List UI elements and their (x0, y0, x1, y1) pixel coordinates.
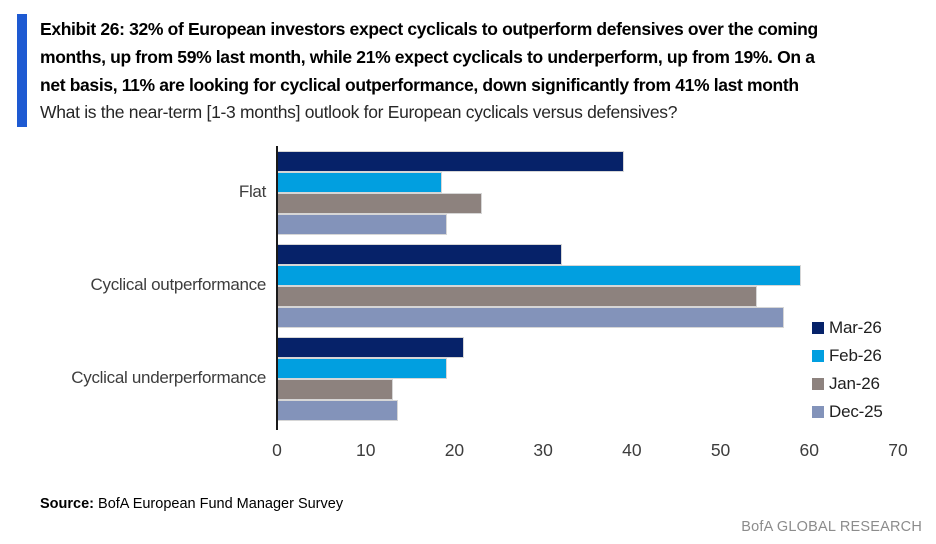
bar-group-cyclical-underperformance (278, 337, 899, 421)
bar-dec-25-cyclical-underperformance (278, 400, 398, 421)
title-accent-bar (17, 14, 27, 127)
legend-item-mar-26: Mar-26 (812, 314, 883, 342)
bar-group-cyclical-outperformance (278, 244, 899, 328)
legend-swatch-mar-26 (812, 322, 824, 334)
x-tick-label-50: 50 (710, 440, 731, 460)
bar-jan-26-flat (278, 193, 483, 214)
legend-item-dec-25: Dec-25 (812, 398, 883, 426)
legend-label-feb-26: Feb-26 (829, 346, 882, 365)
y-axis-line (276, 146, 278, 430)
legend-label-dec-25: Dec-25 (829, 402, 883, 421)
legend-swatch-dec-25 (812, 406, 824, 418)
category-label-cyclical-underperformance: Cyclical underperformance (71, 368, 266, 387)
bar-jan-26-cyclical-outperformance (278, 286, 758, 307)
bar-group-flat (278, 151, 899, 235)
source-text: BofA European Fund Manager Survey (94, 496, 344, 512)
bar-mar-26-cyclical-outperformance (278, 244, 562, 265)
legend-label-mar-26: Mar-26 (829, 318, 882, 337)
chart-legend: Mar-26 Feb-26 Jan-26 Dec-25 (812, 314, 883, 426)
legend-swatch-feb-26 (812, 350, 824, 362)
legend-item-feb-26: Feb-26 (812, 342, 883, 370)
bar-mar-26-cyclical-underperformance (278, 337, 465, 358)
legend-label-jan-26: Jan-26 (829, 374, 880, 393)
x-tick-label-30: 30 (533, 440, 553, 460)
survey-question-subtitle: What is the near-term [1-3 months] outlo… (40, 102, 678, 122)
legend-swatch-jan-26 (812, 378, 824, 390)
source-label: Source: (40, 496, 94, 512)
exhibit-title-line-1: Exhibit 26: 32% of European investors ex… (40, 19, 818, 39)
bar-feb-26-cyclical-underperformance (278, 358, 447, 379)
exhibit-header: Exhibit 26: 32% of European investors ex… (40, 15, 918, 125)
category-label-flat: Flat (238, 182, 266, 201)
bar-dec-25-flat (278, 214, 447, 235)
x-tick-label-60: 60 (799, 440, 820, 460)
exhibit-title-line-3: net basis, 11% are looking for cyclical … (40, 75, 799, 95)
bar-feb-26-flat (278, 172, 443, 193)
bofa-global-research-branding: BofA GLOBAL RESEARCH (741, 519, 922, 535)
bar-dec-25-cyclical-outperformance (278, 307, 784, 328)
legend-item-jan-26: Jan-26 (812, 370, 883, 398)
x-axis-tick-labels: 0 10 20 30 40 50 60 70 (272, 440, 908, 464)
bar-jan-26-cyclical-underperformance (278, 379, 394, 400)
exhibit-title-line-2: months, up from 59% last month, while 21… (40, 47, 815, 67)
x-tick-label-40: 40 (622, 440, 642, 460)
x-tick-label-0: 0 (272, 440, 282, 460)
x-tick-label-10: 10 (355, 440, 376, 460)
x-tick-label-70: 70 (888, 440, 908, 460)
source-line: Source: BofA European Fund Manager Surve… (40, 496, 343, 512)
x-tick-label-20: 20 (444, 440, 465, 460)
bar-mar-26-flat (278, 151, 624, 172)
plot-area (278, 151, 899, 431)
bar-feb-26-cyclical-outperformance (278, 265, 802, 286)
category-label-cyclical-outperformance: Cyclical outperformance (90, 275, 267, 294)
